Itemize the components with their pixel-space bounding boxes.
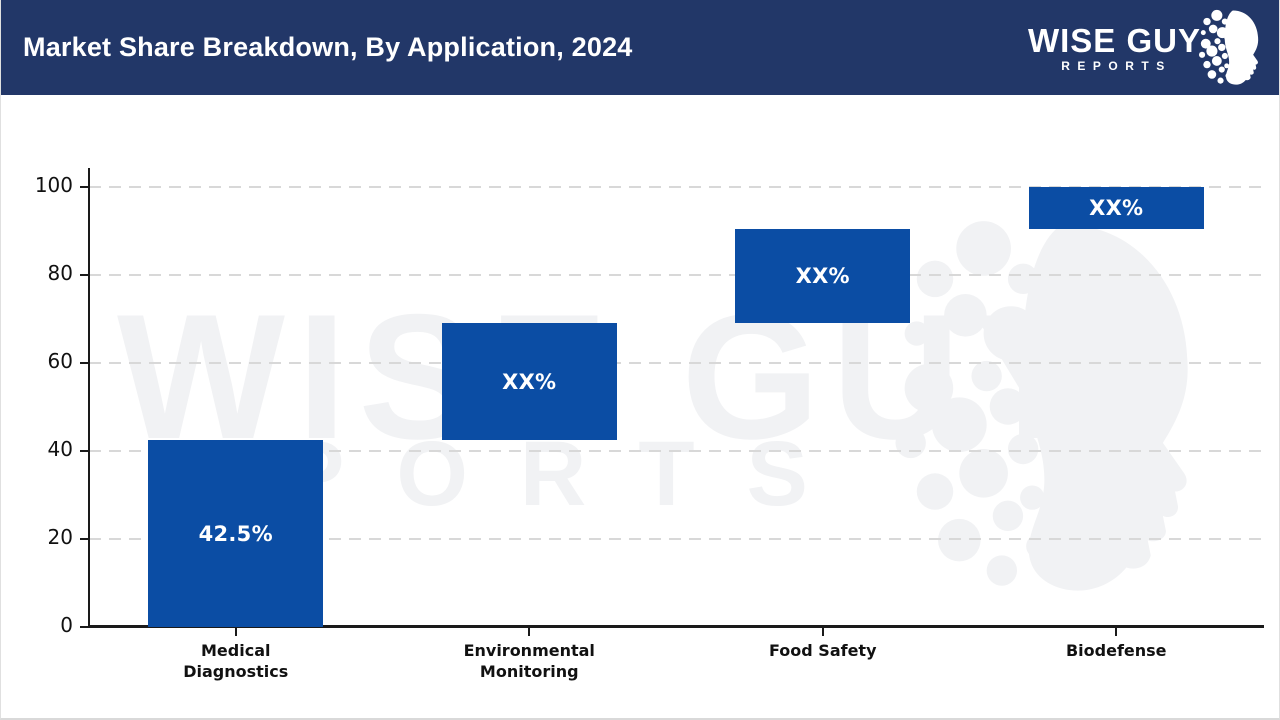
y-axis-tick (80, 450, 89, 452)
x-axis-category-label: Biodefense (1065, 641, 1167, 660)
y-axis-tick-label: 40 (47, 437, 73, 461)
y-axis-tick (80, 186, 89, 188)
logo-wordmark: WISE GUY (1027, 21, 1201, 59)
y-axis-tick (80, 538, 89, 540)
x-axis-category-label: Medical Diagnostics (183, 641, 289, 682)
bar-value-label: XX% (795, 264, 850, 289)
x-axis-tick (1115, 628, 1118, 636)
chart-title: Market Share Breakdown, By Application, … (23, 32, 633, 62)
y-axis-tick-label: 20 (47, 525, 73, 549)
y-axis-tick (80, 626, 89, 628)
y-axis-tick-label: 60 (47, 349, 73, 373)
gridline (89, 362, 1263, 364)
bar-segment: XX% (735, 228, 911, 324)
bar-value-label: XX% (502, 369, 557, 394)
bar-value-label: 42.5% (198, 521, 273, 546)
x-axis-category-label: Environmental Monitoring (463, 641, 595, 682)
gridline (89, 538, 1263, 540)
watermark-face-icon (895, 221, 1188, 591)
bar-segment: 42.5% (148, 440, 324, 627)
logo-face-icon (1199, 9, 1259, 85)
y-axis-tick (80, 362, 89, 364)
y-axis-line (88, 168, 90, 627)
bar-value-label: XX% (1089, 195, 1144, 220)
logo-text: WISE GUY REPORTS (1028, 24, 1201, 72)
header-band: Market Share Breakdown, By Application, … (1, 0, 1279, 95)
gridline (89, 274, 1263, 276)
y-axis-tick-label: 0 (60, 613, 73, 637)
x-axis-tick (234, 628, 237, 636)
gridline (89, 186, 1263, 188)
y-axis-tick (80, 274, 89, 276)
logo-subtext: REPORTS (1061, 58, 1172, 73)
bar-segment: XX% (441, 323, 617, 440)
y-axis-tick-label: 80 (47, 261, 73, 285)
wise-guy-logo: WISE GUY REPORTS (1028, 8, 1267, 88)
gridline (89, 450, 1263, 452)
x-axis-category-label: Food Safety (769, 641, 877, 660)
x-axis-tick (821, 628, 824, 636)
y-axis-tick-label: 100 (34, 173, 73, 197)
x-axis-line (88, 625, 1264, 628)
bar-segment: XX% (1028, 187, 1204, 229)
watermark-subtext: PORTS (283, 423, 860, 525)
x-axis-tick (528, 628, 531, 636)
